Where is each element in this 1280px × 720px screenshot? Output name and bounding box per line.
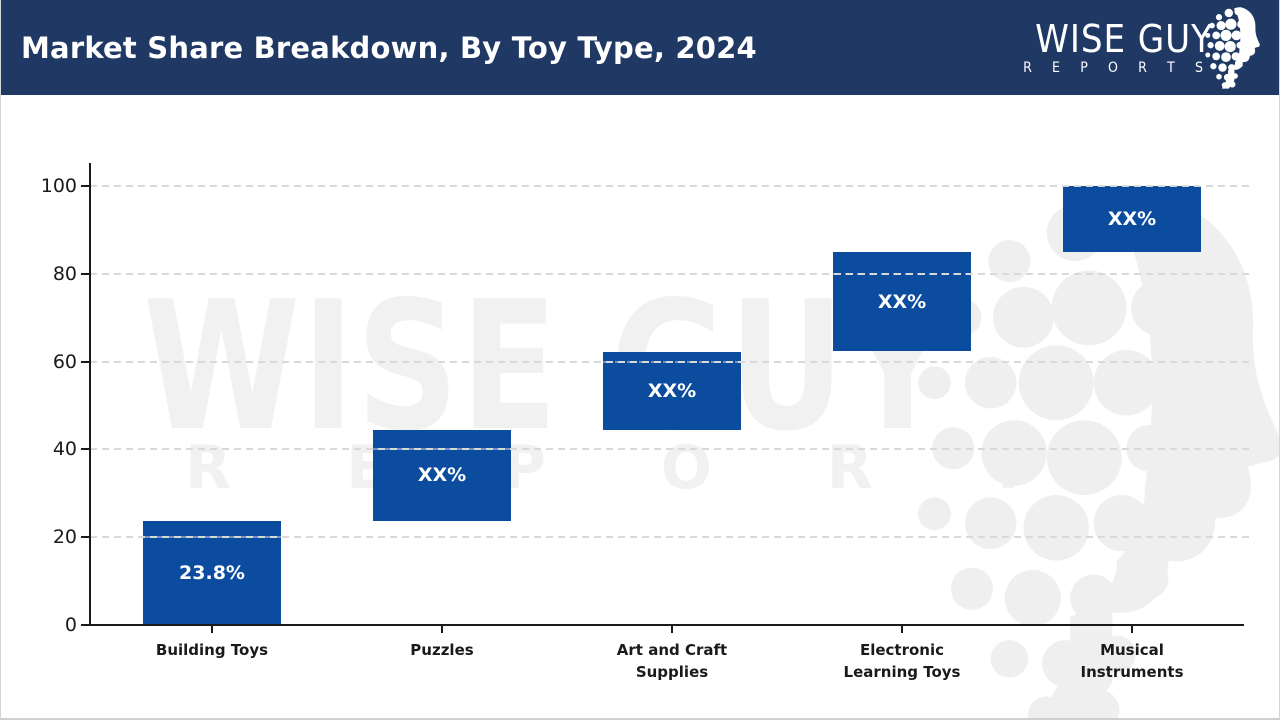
logo-wordmark: WISE GUY R E P O R T S xyxy=(1023,20,1213,76)
bar-electronic-learning-toys: XX% xyxy=(833,251,971,352)
x-tick-mark xyxy=(671,626,673,633)
y-tick-label-40: 40 xyxy=(52,438,77,461)
y-tick-mark-60 xyxy=(81,360,89,363)
gridline-80 xyxy=(90,272,1253,275)
dotted-head-icon xyxy=(1197,6,1269,90)
y-tick-label-20: 20 xyxy=(52,526,77,549)
x-tick-label: Electronic Learning Toys xyxy=(843,641,961,681)
y-tick-label-0: 0 xyxy=(64,614,77,636)
x-tick-mark xyxy=(1131,626,1133,633)
bar-value-label: XX% xyxy=(417,464,467,487)
bar-art-and-craft-supplies: XX% xyxy=(603,351,741,430)
gridline-60 xyxy=(90,360,1253,363)
gridline-40 xyxy=(90,448,1253,451)
bar-musical-instruments: XX% xyxy=(1063,186,1201,252)
y-tick-mark-20 xyxy=(81,536,89,539)
bar-value-label: XX% xyxy=(1107,207,1157,230)
gridline-100 xyxy=(90,185,1253,187)
watermark-reports-text: R E P O R T S xyxy=(185,433,1234,503)
y-tick-label-100: 100 xyxy=(40,175,77,197)
gridline-20 xyxy=(90,536,1253,539)
y-tick-mark-100 xyxy=(81,185,89,187)
bar-value-label: XX% xyxy=(647,379,697,402)
x-axis-line xyxy=(89,624,1244,626)
logo-reports-text: R E P O R T S xyxy=(1023,60,1212,76)
logo-wise-guy-text: WISE GUY xyxy=(1035,17,1213,61)
x-tick-label: Puzzles xyxy=(410,641,474,659)
y-tick-label-80: 80 xyxy=(52,262,77,285)
y-tick-mark-80 xyxy=(81,272,89,275)
chart: WISE GUY R E P O R T S 23.8% XX% XX% XX% XX%… xyxy=(1,95,1279,718)
bar-puzzles: XX% xyxy=(373,429,511,521)
x-tick-mark xyxy=(441,626,443,633)
page-title: Market Share Breakdown, By Toy Type, 202… xyxy=(21,30,757,65)
x-tick-label: Art and Craft Supplies xyxy=(616,641,728,681)
x-tick-mark xyxy=(211,626,213,633)
x-tick-mark xyxy=(901,626,903,633)
y-axis-line xyxy=(89,163,91,626)
y-tick-mark-40 xyxy=(81,448,89,451)
wise-guy-reports-logo: WISE GUY R E P O R T S xyxy=(1002,4,1269,92)
y-tick-label-60: 60 xyxy=(52,350,77,373)
header-banner: Market Share Breakdown, By Toy Type, 202… xyxy=(1,0,1279,95)
y-tick-mark-0 xyxy=(81,624,89,626)
bar-value-label: XX% xyxy=(877,290,927,313)
x-tick-label: Musical Instruments xyxy=(1080,641,1184,681)
bar-value-label: 23.8% xyxy=(179,561,245,584)
watermark-wise-guy-text: WISE GUY xyxy=(143,263,951,470)
x-tick-label: Building Toys xyxy=(155,641,269,659)
